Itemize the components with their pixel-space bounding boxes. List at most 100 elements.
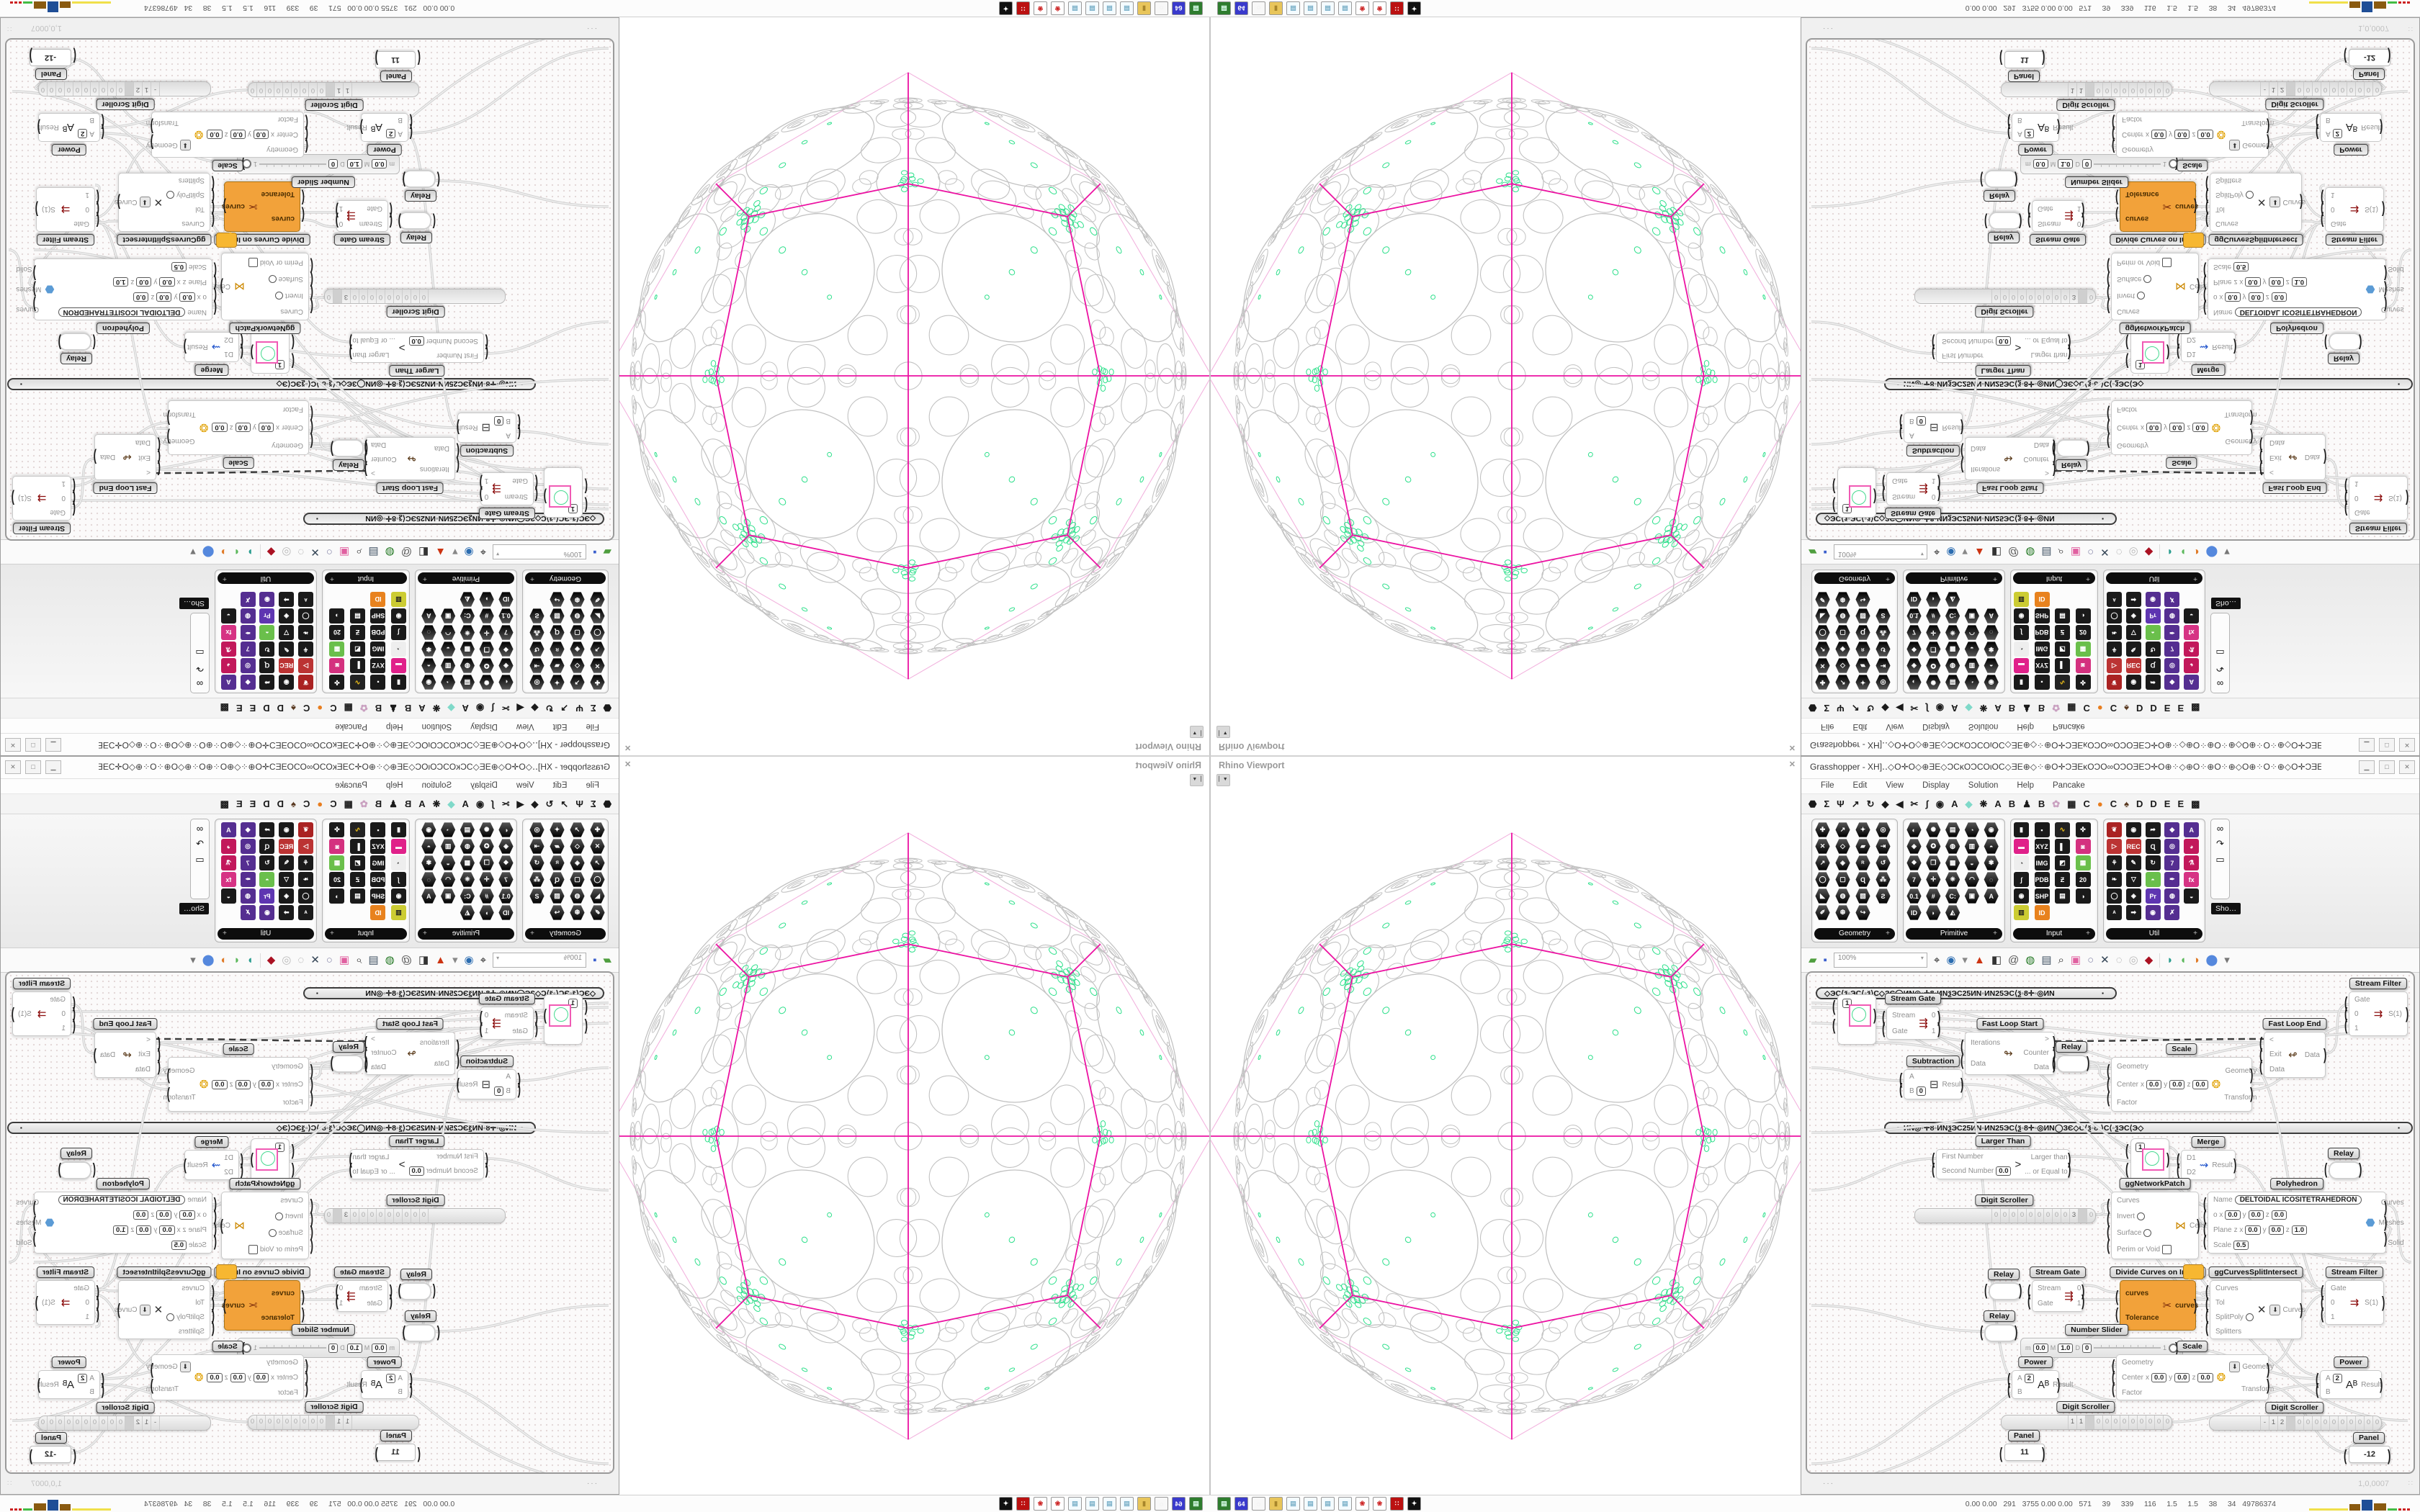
tab-icon-5[interactable]: ◆ xyxy=(1881,798,1889,809)
util-component-icon[interactable]: ✎ xyxy=(279,642,295,657)
node-header-scale[interactable]: Scale xyxy=(2166,1043,2197,1055)
input-component-icon[interactable]: ▥ xyxy=(2014,905,2029,920)
node-header-stream-filter[interactable]: Stream Filter xyxy=(2325,234,2384,246)
geometry-component-icon[interactable]: ↺ xyxy=(1876,642,1891,657)
taskbar-app-icon-11[interactable]: ✦ xyxy=(999,1,1013,15)
geometry-component-icon[interactable]: ✦ xyxy=(550,822,565,837)
util-component-icon[interactable]: ◍ xyxy=(2164,608,2180,624)
primitive-component-icon[interactable]: ▤ xyxy=(460,822,475,837)
port[interactable]: ( xyxy=(2203,1219,2207,1238)
node-stream-gate[interactable]: Stream Gate((⇶ 0 1)) xyxy=(336,1280,393,1312)
grasshopper-titlebar[interactable]: Grasshopper - XH]‥◇O✛O◇⊕ƎE◇ƆCĸOƆCOιOC◇ƎE… xyxy=(1,757,619,779)
overflow-icon[interactable]: ↷ xyxy=(196,838,204,849)
input-component-icon[interactable]: ◔ xyxy=(2014,642,2029,657)
toolbar-icon-⌕[interactable]: ⌕ xyxy=(356,546,362,558)
taskbar-app-icon-3[interactable]: ▮ xyxy=(1137,1497,1151,1511)
tab-icon-0[interactable]: ⬣ xyxy=(1809,703,1817,714)
geometry-component-icon[interactable]: ✐ xyxy=(590,905,605,920)
tab-icon-13[interactable]: A xyxy=(1994,798,2002,809)
port[interactable]: ( xyxy=(2007,1370,2011,1389)
input-component-icon[interactable]: ▮ xyxy=(391,675,406,690)
taskbar-app-icon-1[interactable]: 64 xyxy=(1234,1497,1248,1511)
input-component-icon[interactable]: ◩ xyxy=(2055,855,2070,870)
toolbar-icon-◑[interactable]: ◑ xyxy=(2192,954,2200,966)
primitive-component-icon[interactable]: ❖ xyxy=(1906,642,1922,657)
tab-icon-18[interactable]: ▦ xyxy=(2067,798,2076,809)
port[interactable]: ( xyxy=(2107,1209,2110,1228)
minimize-button[interactable]: ▁ xyxy=(45,760,61,774)
primitive-component-icon[interactable]: ▣ xyxy=(1964,888,1979,904)
geometry-component-icon[interactable]: ◯ xyxy=(590,625,605,640)
util-component-icon[interactable]: ◓ xyxy=(259,625,275,640)
port[interactable]: ) xyxy=(32,1228,36,1247)
toolbar-icon-⌖[interactable]: ⌖ xyxy=(480,546,487,558)
tab-icon-12[interactable]: ❋ xyxy=(1979,703,1988,714)
toolbar-icon-▲[interactable]: ▲ xyxy=(435,954,447,966)
geometry-component-icon[interactable]: Ƨ xyxy=(1876,888,1891,904)
node-relay[interactable]: () xyxy=(2052,1053,2089,1073)
util-component-icon[interactable]: ➦ xyxy=(259,675,275,690)
tab-icon-24[interactable]: D xyxy=(263,798,270,809)
geometry-component-icon[interactable]: ◎ xyxy=(1876,822,1891,837)
util-component-icon[interactable]: ᴬ xyxy=(2107,592,2122,607)
taskbar-app-icon-3[interactable]: ▮ xyxy=(1269,1,1283,15)
util-component-icon[interactable]: ⚗ xyxy=(2184,642,2200,657)
primitive-component-icon[interactable]: ◐ xyxy=(498,675,514,690)
port[interactable]: ) xyxy=(183,1155,187,1174)
taskbar-app-icon-0[interactable]: ▤ xyxy=(1217,1497,1231,1511)
primitive-component-icon[interactable]: ❖ xyxy=(498,642,514,657)
node-header-digit-scroller[interactable]: Digit Scroller xyxy=(305,1401,364,1413)
input-component-icon[interactable]: PDB xyxy=(2034,872,2050,887)
geometry-component-icon[interactable]: ◈ xyxy=(570,642,585,657)
tab-icon-2[interactable]: Ψ xyxy=(1837,798,1845,809)
port[interactable]: ) xyxy=(2053,1043,2056,1063)
geometry-component-icon[interactable]: ◇ xyxy=(1835,658,1850,673)
port[interactable]: ) xyxy=(2359,333,2362,353)
port[interactable]: ) xyxy=(250,1149,254,1169)
primitive-component-icon[interactable]: A xyxy=(1984,888,1999,904)
close-button[interactable]: ✕ xyxy=(2399,738,2415,752)
primitive-component-icon[interactable]: ▩ xyxy=(1945,642,1960,657)
util-component-icon[interactable]: ✒ xyxy=(240,625,256,640)
tab-icon-1[interactable]: Σ xyxy=(590,798,596,809)
primitive-component-icon[interactable]: ❈ xyxy=(1945,872,1960,887)
port[interactable]: ( xyxy=(2259,436,2263,456)
viewport-close-icon[interactable]: ✕ xyxy=(624,743,632,752)
primitive-component-icon[interactable]: ◉ xyxy=(421,675,436,690)
menu-edit[interactable]: Edit xyxy=(552,781,568,790)
node-polyhedron[interactable]: Name DELTOIDAL ICOSITETRAHEDRON o x 0.0 y 0.0… xyxy=(2203,258,2404,320)
util-component-icon[interactable]: ◯ xyxy=(2107,888,2122,904)
tab-icon-16[interactable]: B xyxy=(2038,703,2045,714)
menu-view[interactable]: View xyxy=(516,722,534,731)
node-header-stream-gate[interactable]: Stream Gate xyxy=(2030,1266,2086,1278)
port[interactable]: ) xyxy=(1873,487,1877,507)
port[interactable]: ( xyxy=(2177,1160,2180,1179)
node-header-stream-gate[interactable]: Stream Gate xyxy=(2030,234,2086,246)
tab-icon-8[interactable]: ʃ xyxy=(1925,703,1929,714)
node-header-relay[interactable]: Relay xyxy=(2327,353,2360,364)
primitive-component-icon[interactable]: 7 xyxy=(498,872,514,887)
port[interactable]: ) xyxy=(220,1215,223,1235)
primitive-component-icon[interactable]: ◒ xyxy=(1964,642,1979,657)
taskbar-app-icon-8[interactable]: ❀ xyxy=(1355,1,1369,15)
input-component-icon[interactable]: ▤ xyxy=(2055,888,2070,904)
port[interactable]: ) xyxy=(398,1280,401,1300)
geometry-component-icon[interactable]: ▰ xyxy=(550,658,565,673)
port[interactable]: ( xyxy=(2205,1305,2209,1325)
node-merge[interactable]: D1 D2((⇝ Result) xyxy=(183,1150,243,1180)
tab-icon-21[interactable]: C xyxy=(2110,798,2118,809)
port[interactable]: ( xyxy=(1980,171,1984,190)
warning-balloon[interactable] xyxy=(216,233,237,248)
node-fast-loop-start[interactable]: Iterations Data((↬ > Counter Data))) xyxy=(364,1032,460,1075)
tab-icon-4[interactable]: ↻ xyxy=(1866,703,1875,714)
primitive-component-icon[interactable]: ◐ xyxy=(498,822,514,837)
port[interactable]: ( xyxy=(2107,1236,2110,1255)
port[interactable]: ) xyxy=(1937,1008,1941,1027)
toolbar-icon-▪[interactable]: ▪ xyxy=(1823,546,1827,558)
close-button[interactable]: ✕ xyxy=(5,738,21,752)
port[interactable]: ) xyxy=(543,487,547,507)
geometry-component-icon[interactable]: ✕ xyxy=(590,839,605,854)
input-component-icon[interactable]: IMG xyxy=(2034,855,2050,870)
taskbar-app-icon-7[interactable]: ▤ xyxy=(1068,1,1082,15)
